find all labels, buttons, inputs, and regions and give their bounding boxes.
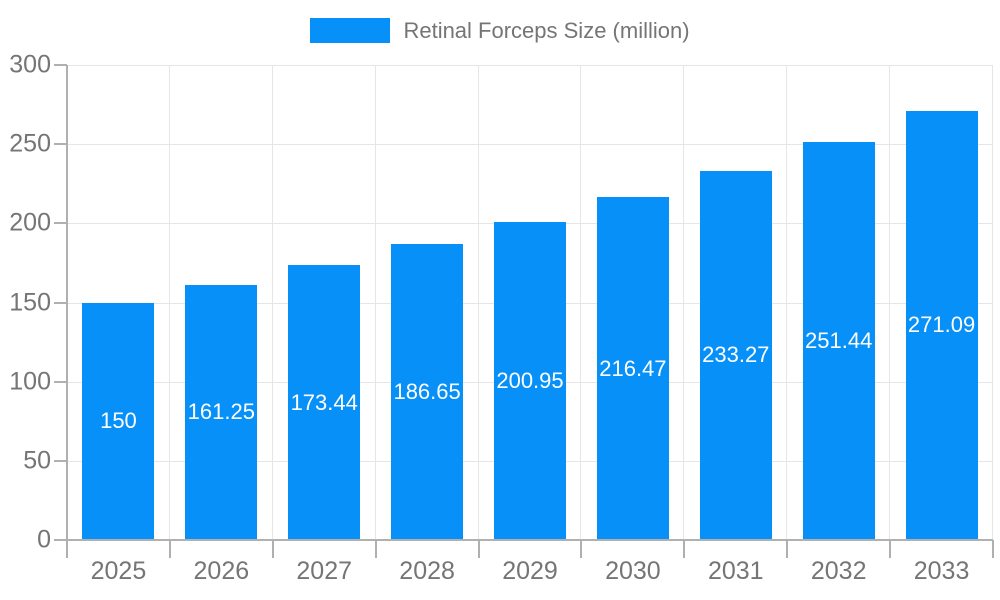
bar-2027[interactable]: 173.44 — [288, 265, 361, 540]
y-tick-mark — [54, 143, 67, 146]
bar-2026[interactable]: 161.25 — [185, 284, 258, 540]
x-axis-label: 2027 — [296, 557, 353, 585]
bar-value-label: 186.65 — [393, 379, 461, 405]
x-tick-mark — [374, 540, 377, 558]
legend-label: Retinal Forceps Size (million) — [403, 18, 690, 43]
y-axis-label: 200 — [9, 208, 51, 237]
x-tick-mark — [786, 540, 789, 558]
category-slot: 161.25 2026 — [170, 65, 273, 585]
bars-container: 150 2025 161.25 2026 173.44 2027 186.65 2028 200… — [67, 65, 993, 585]
y-tick-mark — [54, 380, 67, 383]
y-axis-label: 100 — [9, 367, 51, 396]
x-axis-label: 2030 — [605, 557, 661, 585]
x-axis-line — [54, 539, 993, 541]
category-slot: 271.09 2033 — [890, 65, 993, 585]
y-axis-label: 150 — [9, 288, 51, 316]
gridline-v — [271, 65, 273, 540]
y-axis-label: 50 — [23, 446, 51, 475]
bar-2025[interactable]: 150 — [82, 302, 155, 540]
category-slot: 186.65 2028 — [376, 65, 479, 585]
plot-area: 0 50 100 150 200 250 300 150 2025 161.25 2026 173.… — [9, 51, 994, 585]
bar-value-label: 161.25 — [187, 399, 255, 425]
gridline-v — [889, 65, 891, 540]
bar-2031[interactable]: 233.27 — [699, 170, 772, 540]
gridline-h — [67, 144, 993, 146]
x-axis-label: 2026 — [193, 557, 250, 585]
legend-swatch[interactable] — [310, 18, 391, 43]
y-tick-mark — [54, 64, 67, 66]
bar-2028[interactable]: 186.65 — [391, 244, 464, 540]
category-slot: 251.44 2032 — [787, 65, 890, 585]
x-axis-label: 2031 — [707, 557, 764, 585]
x-tick-mark — [992, 540, 994, 558]
category-slot: 173.44 2027 — [273, 65, 376, 585]
gridline-h — [67, 65, 993, 66]
bar-value-label: 200.95 — [496, 367, 564, 393]
category-slot: 150 2025 — [67, 65, 170, 585]
x-axis-label: 2028 — [399, 557, 455, 585]
bar-value-label: 216.47 — [599, 355, 667, 381]
y-axis-label: 0 — [37, 525, 51, 554]
y-axis-label: 300 — [9, 50, 51, 79]
bar-2033[interactable]: 271.09 — [905, 110, 978, 540]
y-tick-mark — [54, 301, 67, 304]
x-tick-mark — [477, 540, 480, 558]
bar-value-label: 150 — [100, 408, 137, 434]
gridline-v — [477, 65, 479, 540]
y-axis-line — [66, 65, 68, 558]
legend[interactable]: Retinal Forceps Size (million) — [0, 18, 1000, 43]
bar-2032[interactable]: 251.44 — [802, 141, 875, 540]
bar-2029[interactable]: 200.95 — [494, 221, 566, 540]
x-axis-label: 2033 — [913, 557, 970, 585]
y-axis-label: 250 — [9, 129, 51, 158]
bar-value-label: 173.44 — [290, 389, 358, 415]
bar-value-label: 251.44 — [805, 327, 873, 353]
x-tick-mark — [271, 540, 274, 558]
bar-2030[interactable]: 216.47 — [596, 197, 669, 540]
gridline-v — [786, 65, 788, 540]
gridline-v — [374, 65, 376, 540]
x-axis-label: 2032 — [810, 557, 867, 585]
x-tick-mark — [168, 540, 171, 558]
gridline-v — [992, 65, 993, 540]
bar-value-label: 233.27 — [702, 342, 770, 368]
category-slot: 200.95 2029 — [479, 65, 582, 585]
x-tick-mark — [683, 540, 686, 558]
x-tick-mark — [580, 540, 583, 558]
gridline-v — [683, 65, 685, 540]
gridline-v — [580, 65, 582, 540]
x-axis-label: 2025 — [90, 557, 147, 585]
x-axis-label: 2029 — [502, 557, 558, 585]
category-slot: 216.47 2030 — [581, 65, 684, 585]
bar-value-label: 271.09 — [907, 312, 976, 338]
y-tick-mark — [54, 459, 67, 462]
category-slot: 233.27 2031 — [684, 65, 787, 585]
x-tick-mark — [889, 540, 892, 558]
gridline-v — [168, 65, 170, 540]
y-tick-mark — [54, 222, 67, 225]
